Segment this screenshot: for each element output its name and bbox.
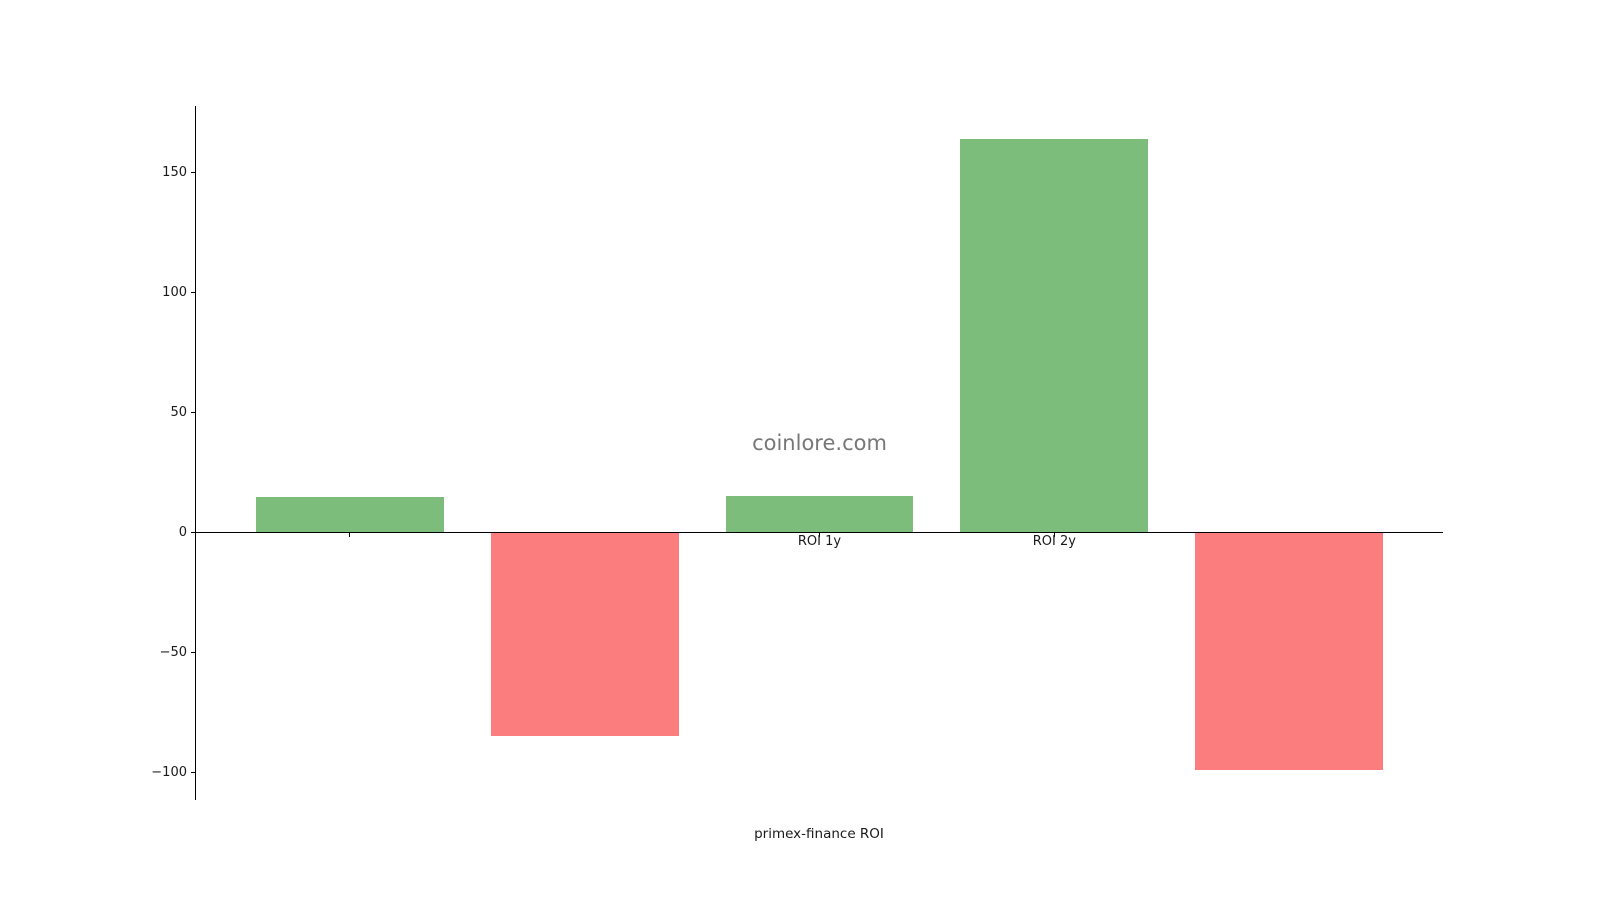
x-axis-tick [1053,532,1055,538]
y-axis-tick [191,772,195,774]
plot-area: coinlore.com [196,106,1443,799]
y-axis-tick [191,171,195,173]
bar-roi-1y [725,496,914,533]
y-axis-tick-label: −100 [151,765,187,781]
y-axis-tick-label: 100 [162,284,187,300]
x-axis-tick [819,532,820,538]
y-axis-tick [191,291,195,293]
x-axis-tick-label: ROI 2y [1032,534,1076,550]
y-axis-tick-label: 0 [178,524,187,540]
y-axis-tick-label: −50 [159,645,187,661]
bar-roi-2y [960,139,1149,533]
x-axis-zero-line [196,531,1443,533]
x-axis-tick [349,532,351,538]
bar-category-5 [1195,532,1384,770]
y-axis-spine [195,106,196,800]
y-axis-tick-label: 50 [170,404,187,420]
y-axis-tick [191,652,195,654]
y-axis-tick [191,531,195,533]
bar-category-2 [490,532,679,736]
y-axis-tick [191,411,195,413]
y-axis-tick-label: 150 [162,164,187,180]
bar-category-1 [255,497,444,533]
watermark: coinlore.com [752,431,887,455]
x-axis-title: primex-finance ROI [754,826,884,842]
x-axis-tick-label: ROI 1y [797,534,842,550]
